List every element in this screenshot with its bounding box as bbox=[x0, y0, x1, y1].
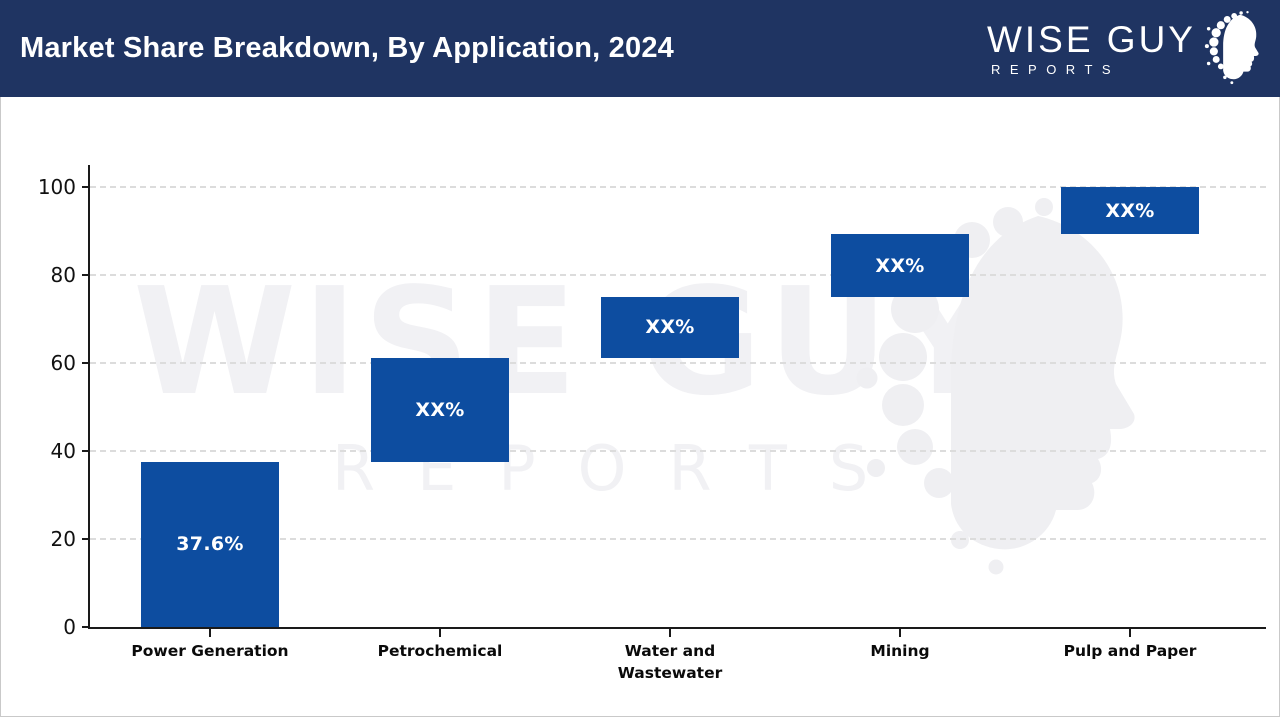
bar-pulp-and-paper[interactable]: XX% bbox=[1061, 187, 1199, 235]
y-tick-label-100: 100 bbox=[37, 175, 76, 199]
x-axis-label-petrochemical: Petrochemical bbox=[377, 642, 503, 660]
gridline-100 bbox=[90, 186, 1266, 188]
y-tick-label-80: 80 bbox=[50, 263, 76, 287]
gridline-80 bbox=[90, 274, 1266, 276]
dotted-head-profile-icon bbox=[1204, 10, 1259, 84]
logo-subtitle: REPORTS bbox=[990, 62, 1121, 77]
y-tick-100 bbox=[82, 186, 90, 188]
x-tick-water-and-wastewater bbox=[669, 629, 671, 637]
x-tick-mining bbox=[899, 629, 901, 637]
bar-power-generation[interactable]: 37.6% bbox=[141, 461, 279, 627]
bar-mining[interactable]: XX% bbox=[831, 234, 969, 297]
y-tick-60 bbox=[82, 362, 90, 364]
wise-guy-reports-logo: WISE GUY REPORTS bbox=[987, 10, 1262, 87]
y-tick-label-0: 0 bbox=[63, 615, 76, 639]
y-tick-label-40: 40 bbox=[50, 439, 76, 463]
bar-value-label-pulp-and-paper: XX% bbox=[1105, 199, 1155, 222]
logo-text: WISE GUY REPORTS bbox=[987, 21, 1196, 76]
x-axis-label-mining: Mining bbox=[870, 642, 930, 660]
x-tick-petrochemical bbox=[439, 629, 441, 637]
bar-petrochemical[interactable]: XX% bbox=[371, 357, 509, 462]
y-tick-0 bbox=[82, 626, 90, 628]
gridline-20 bbox=[90, 538, 1266, 540]
gridline-60 bbox=[90, 362, 1266, 364]
gridline-40 bbox=[90, 450, 1266, 452]
bar-value-label-petrochemical: XX% bbox=[415, 398, 465, 421]
x-axis-label-power-generation: Power Generation bbox=[131, 642, 289, 660]
bar-value-label-water-and-wastewater: XX% bbox=[645, 316, 695, 339]
logo-wordmark: WISE GUY bbox=[986, 19, 1196, 60]
x-axis-label-pulp-and-paper: Pulp and Paper bbox=[1063, 642, 1197, 660]
x-axis-label-water-and-wastewater: Water and Wastewater bbox=[617, 642, 723, 682]
x-axis-line bbox=[88, 627, 1266, 629]
x-tick-power-generation bbox=[209, 629, 211, 637]
bar-water-and-wastewater[interactable]: XX% bbox=[601, 297, 739, 358]
page-title: Market Share Breakdown, By Application, … bbox=[20, 32, 674, 64]
header-bar: Market Share Breakdown, By Application, … bbox=[0, 0, 1280, 97]
y-tick-80 bbox=[82, 274, 90, 276]
y-tick-label-60: 60 bbox=[50, 351, 76, 375]
y-axis-line bbox=[88, 165, 90, 629]
x-tick-pulp-and-paper bbox=[1129, 629, 1131, 637]
y-tick-20 bbox=[82, 538, 90, 540]
bar-value-label-power-generation: 37.6% bbox=[176, 533, 244, 556]
y-tick-40 bbox=[82, 450, 90, 452]
y-tick-label-20: 20 bbox=[50, 527, 76, 551]
bar-value-label-mining: XX% bbox=[875, 254, 925, 277]
